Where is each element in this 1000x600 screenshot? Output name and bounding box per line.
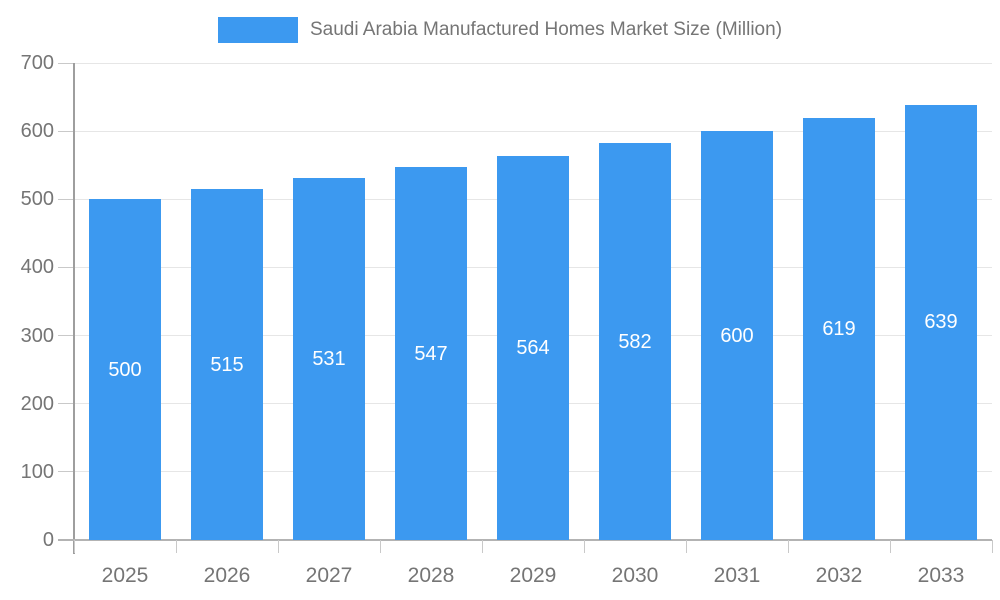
- bar-value-label: 531: [312, 348, 346, 371]
- y-tick: [58, 198, 74, 200]
- y-tick-label: 0: [42, 529, 54, 551]
- x-tick-label: 2026: [203, 564, 251, 587]
- x-tick: [685, 540, 687, 553]
- y-axis-line: [73, 63, 75, 554]
- x-tick-label: 2029: [509, 564, 557, 587]
- bar-value-label: 564: [516, 336, 550, 359]
- y-tick-label: 100: [20, 460, 54, 483]
- x-tick-label: 2028: [407, 564, 455, 587]
- y-tick: [58, 403, 74, 405]
- y-tick: [58, 266, 74, 268]
- bar: [905, 104, 977, 540]
- x-tick-label: 2025: [101, 564, 149, 587]
- bar: [497, 155, 569, 540]
- bar: [191, 189, 263, 540]
- y-tick-label: 700: [20, 52, 54, 74]
- x-tick-label: 2031: [713, 564, 761, 587]
- y-tick: [58, 130, 74, 132]
- y-tick-label: 300: [20, 324, 54, 347]
- x-tick-label: 2033: [917, 564, 965, 587]
- y-tick-label: 600: [20, 120, 54, 143]
- y-tick-label: 200: [20, 392, 54, 415]
- bar-value-label: 547: [414, 342, 448, 365]
- bar-value-label: 515: [210, 353, 244, 376]
- gridline: [74, 130, 992, 132]
- x-tick: [277, 540, 279, 553]
- x-tick-label: 2032: [815, 564, 863, 587]
- y-tick-label: 400: [20, 256, 54, 279]
- x-tick: [481, 540, 483, 553]
- x-tick-label: 2027: [305, 564, 353, 587]
- bar: [293, 178, 365, 540]
- bar: [599, 143, 671, 540]
- legend-label: Saudi Arabia Manufactured Homes Market S…: [309, 19, 783, 40]
- y-tick: [58, 62, 74, 64]
- bar-value-label: 639: [924, 311, 958, 334]
- bar: [701, 131, 773, 540]
- x-tick-label: 2030: [611, 564, 659, 587]
- y-tick: [58, 471, 74, 473]
- bar-value-label: 500: [108, 358, 142, 381]
- bar-value-label: 619: [822, 318, 856, 341]
- x-tick: [379, 540, 381, 553]
- x-tick: [175, 540, 177, 553]
- legend-swatch: [217, 17, 298, 43]
- bar: [803, 118, 875, 540]
- x-tick: [583, 540, 585, 553]
- x-tick: [787, 540, 789, 553]
- bar: [89, 199, 161, 540]
- x-tick: [991, 540, 993, 553]
- bar: [395, 167, 467, 540]
- x-tick: [73, 540, 75, 553]
- bar-value-label: 582: [618, 330, 652, 353]
- chart-legend: Saudi Arabia Manufactured Homes Market S…: [0, 17, 1000, 43]
- gridline: [74, 62, 992, 64]
- x-axis-line: [58, 539, 992, 541]
- x-tick: [889, 540, 891, 553]
- bar-value-label: 600: [720, 324, 754, 347]
- y-tick: [58, 335, 74, 337]
- y-tick-label: 500: [20, 188, 54, 211]
